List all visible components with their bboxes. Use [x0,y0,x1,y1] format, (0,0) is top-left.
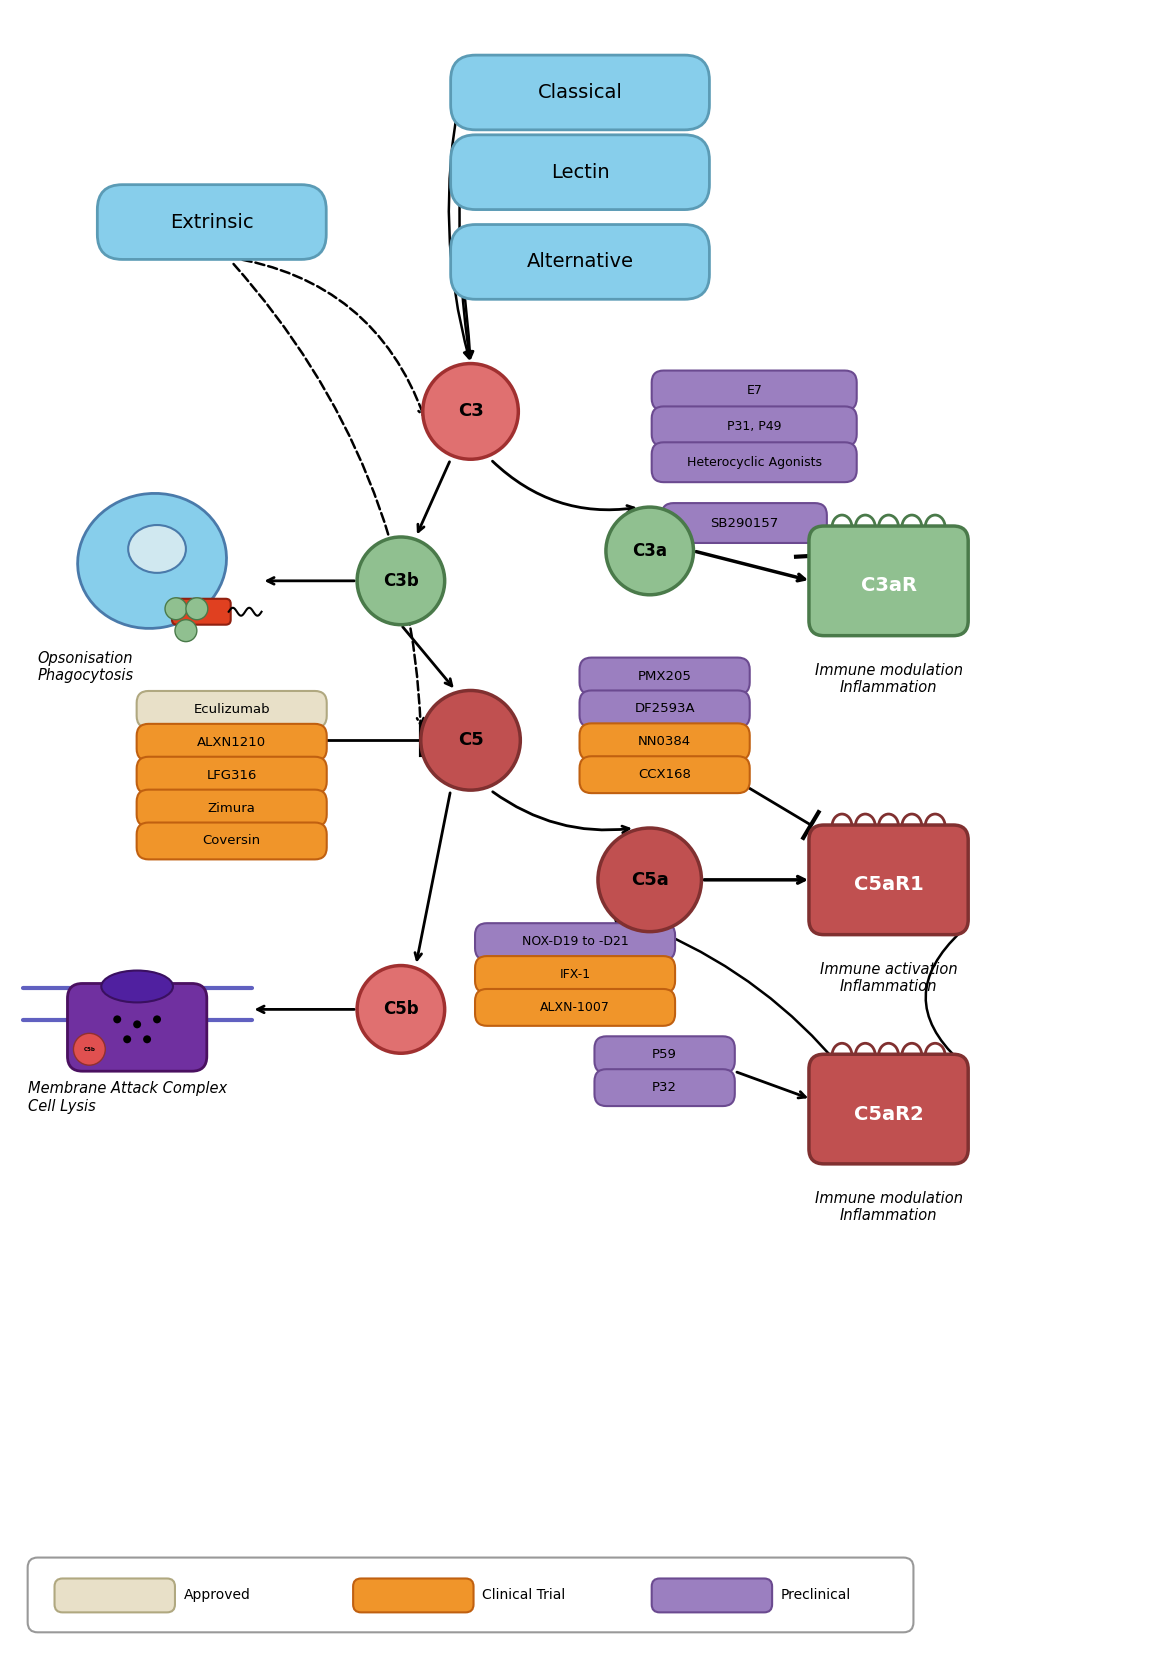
Text: Clinical Trial: Clinical Trial [483,1589,566,1602]
Text: Eculizumab: Eculizumab [194,702,270,715]
FancyBboxPatch shape [580,724,750,760]
Text: C5aR1: C5aR1 [853,875,924,895]
Text: PMX205: PMX205 [637,669,691,682]
Circle shape [123,1036,131,1042]
Text: E7: E7 [747,383,762,397]
Circle shape [143,1036,151,1042]
FancyBboxPatch shape [580,757,750,793]
Text: Membrane Attack Complex
Cell Lysis: Membrane Attack Complex Cell Lysis [28,1081,227,1114]
Text: LFG316: LFG316 [207,769,257,782]
Circle shape [153,1016,161,1023]
Circle shape [423,364,519,460]
FancyBboxPatch shape [475,956,675,993]
FancyBboxPatch shape [475,989,675,1026]
Circle shape [166,598,187,619]
Text: Zimura: Zimura [208,802,256,815]
Text: P32: P32 [652,1081,677,1094]
FancyBboxPatch shape [594,1069,735,1106]
Ellipse shape [101,971,173,1003]
FancyBboxPatch shape [451,224,709,299]
FancyBboxPatch shape [809,526,969,636]
Text: IFX-1: IFX-1 [560,968,591,981]
Circle shape [357,966,445,1052]
Text: C5b: C5b [383,1001,419,1018]
Text: Coversin: Coversin [203,835,261,848]
Text: C3: C3 [458,402,484,420]
FancyBboxPatch shape [475,923,675,959]
Ellipse shape [128,525,185,573]
FancyBboxPatch shape [136,822,326,860]
FancyBboxPatch shape [67,983,207,1071]
Text: DF2593A: DF2593A [634,702,695,715]
Circle shape [113,1016,121,1023]
FancyBboxPatch shape [652,407,857,447]
Circle shape [175,619,197,642]
Circle shape [606,506,694,594]
FancyBboxPatch shape [809,825,969,935]
Text: NOX-D19 to -D21: NOX-D19 to -D21 [521,935,628,948]
FancyBboxPatch shape [136,691,326,727]
FancyBboxPatch shape [652,1579,772,1612]
Text: Alternative: Alternative [526,252,634,271]
FancyBboxPatch shape [652,370,857,410]
Text: ALXN-1007: ALXN-1007 [540,1001,610,1014]
FancyBboxPatch shape [809,1054,969,1164]
Text: C3aR: C3aR [861,576,917,596]
Circle shape [74,1033,106,1066]
FancyBboxPatch shape [171,599,231,624]
FancyBboxPatch shape [353,1579,473,1612]
Text: Immune modulation
Inflammation: Immune modulation Inflammation [815,662,963,696]
Text: C3b: C3b [383,571,419,589]
FancyBboxPatch shape [136,790,326,827]
FancyBboxPatch shape [97,184,326,259]
Text: C5aR2: C5aR2 [853,1104,924,1124]
FancyBboxPatch shape [662,503,826,543]
Text: Immune activation
Inflammation: Immune activation Inflammation [819,961,957,994]
FancyBboxPatch shape [54,1579,175,1612]
FancyBboxPatch shape [594,1036,735,1072]
Text: C5: C5 [458,732,484,749]
FancyBboxPatch shape [580,691,750,727]
Text: ALXN1210: ALXN1210 [197,735,266,749]
Circle shape [133,1021,141,1028]
Text: C5b: C5b [83,1047,95,1052]
Text: Preclinical: Preclinical [781,1589,851,1602]
Text: SB290157: SB290157 [710,516,778,530]
Text: NN0384: NN0384 [637,735,691,749]
FancyBboxPatch shape [451,55,709,129]
FancyBboxPatch shape [136,757,326,793]
Text: Opsonisation
Phagocytosis: Opsonisation Phagocytosis [38,651,134,682]
Circle shape [598,828,701,931]
Circle shape [185,598,208,619]
Text: CCX168: CCX168 [639,769,691,782]
Text: Approved: Approved [184,1589,251,1602]
Circle shape [420,691,520,790]
FancyBboxPatch shape [136,724,326,760]
Text: Heterocyclic Agonists: Heterocyclic Agonists [687,457,822,468]
Text: C3a: C3a [633,541,667,559]
Text: P31, P49: P31, P49 [727,420,782,433]
Text: Classical: Classical [538,83,622,101]
FancyBboxPatch shape [652,442,857,481]
FancyBboxPatch shape [580,657,750,694]
Text: P59: P59 [653,1047,677,1061]
Circle shape [357,536,445,624]
Ellipse shape [77,493,227,629]
Text: Immune modulation
Inflammation: Immune modulation Inflammation [815,1190,963,1223]
Text: Lectin: Lectin [551,163,609,181]
Text: C5a: C5a [630,872,668,888]
Text: Extrinsic: Extrinsic [170,212,254,231]
FancyBboxPatch shape [451,134,709,209]
